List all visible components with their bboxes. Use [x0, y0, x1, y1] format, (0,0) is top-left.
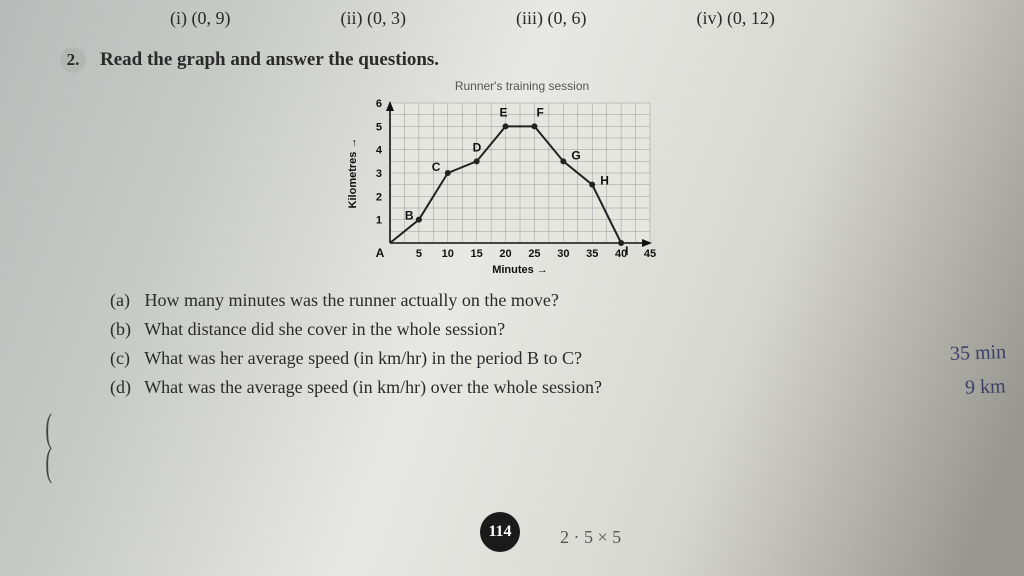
svg-text:30: 30 — [557, 248, 569, 260]
svg-text:3: 3 — [376, 168, 382, 180]
svg-text:5: 5 — [416, 248, 422, 260]
sub-text: What distance did she cover in the whole… — [144, 319, 505, 339]
svg-text:6: 6 — [376, 98, 382, 110]
mc-option-iv: (iv) (0, 12) — [696, 8, 774, 29]
chart-title: Runner's training session — [342, 79, 702, 93]
sub-label: (d) — [110, 377, 140, 398]
sub-label: (b) — [110, 319, 140, 340]
handwritten-answer-a: 35 min — [949, 341, 1006, 366]
svg-text:20: 20 — [499, 248, 511, 260]
question-text: Read the graph and answer the questions. — [100, 49, 439, 71]
question-line: 2. Read the graph and answer the questio… — [60, 47, 984, 73]
svg-text:4: 4 — [376, 145, 383, 157]
svg-text:1: 1 — [376, 215, 382, 227]
svg-text:F: F — [536, 105, 543, 119]
sub-question-a: (a) How many minutes was the runner actu… — [110, 290, 984, 311]
svg-text:C: C — [432, 160, 441, 174]
runner-chart: 51015202530354045123456Minutes →Kilometr… — [342, 95, 658, 277]
svg-text:Minutes →: Minutes → — [492, 264, 548, 276]
page-number-badge: 114 — [480, 512, 520, 552]
sub-question-c: (c) What was her average speed (in km/hr… — [110, 348, 984, 369]
svg-text:A: A — [376, 246, 385, 260]
handwritten-answer-b: 9 km — [965, 375, 1006, 399]
svg-text:G: G — [571, 148, 580, 162]
handwritten-scribble: 2 · 5 × 5 — [560, 527, 621, 548]
svg-text:5: 5 — [376, 121, 382, 133]
svg-text:B: B — [405, 209, 414, 223]
sub-question-d: (d) What was the average speed (in km/hr… — [110, 377, 984, 398]
sub-text: What was her average speed (in km/hr) in… — [144, 348, 582, 368]
sub-question-b: (b) What distance did she cover in the w… — [110, 319, 984, 340]
svg-text:35: 35 — [586, 248, 598, 260]
question-number: 2. — [60, 47, 86, 73]
chart-container: Runner's training session 51015202530354… — [342, 79, 702, 282]
sub-text: How many minutes was the runner actually… — [145, 290, 559, 310]
sub-label: (c) — [110, 348, 140, 369]
bracket-mark: ( — [45, 438, 52, 485]
mc-option-iii: (iii) (0, 6) — [516, 8, 586, 29]
svg-text:10: 10 — [442, 248, 454, 260]
svg-text:25: 25 — [528, 248, 540, 260]
svg-text:I: I — [625, 244, 628, 258]
svg-text:D: D — [473, 140, 482, 154]
page: (i) (0, 9) (ii) (0, 3) (iii) (0, 6) (iv)… — [0, 0, 1024, 576]
mc-option-ii: (ii) (0, 3) — [340, 8, 405, 29]
sub-label: (a) — [110, 290, 140, 311]
svg-text:H: H — [600, 174, 609, 188]
svg-text:45: 45 — [644, 248, 656, 260]
svg-text:2: 2 — [376, 191, 382, 203]
svg-text:15: 15 — [471, 248, 483, 260]
sub-text: What was the average speed (in km/hr) ov… — [144, 377, 602, 397]
mc-option-i: (i) (0, 9) — [170, 8, 230, 29]
svg-text:E: E — [500, 105, 508, 119]
svg-text:Kilometres →: Kilometres → — [347, 138, 359, 209]
mc-options-row: (i) (0, 9) (ii) (0, 3) (iii) (0, 6) (iv)… — [170, 8, 984, 29]
